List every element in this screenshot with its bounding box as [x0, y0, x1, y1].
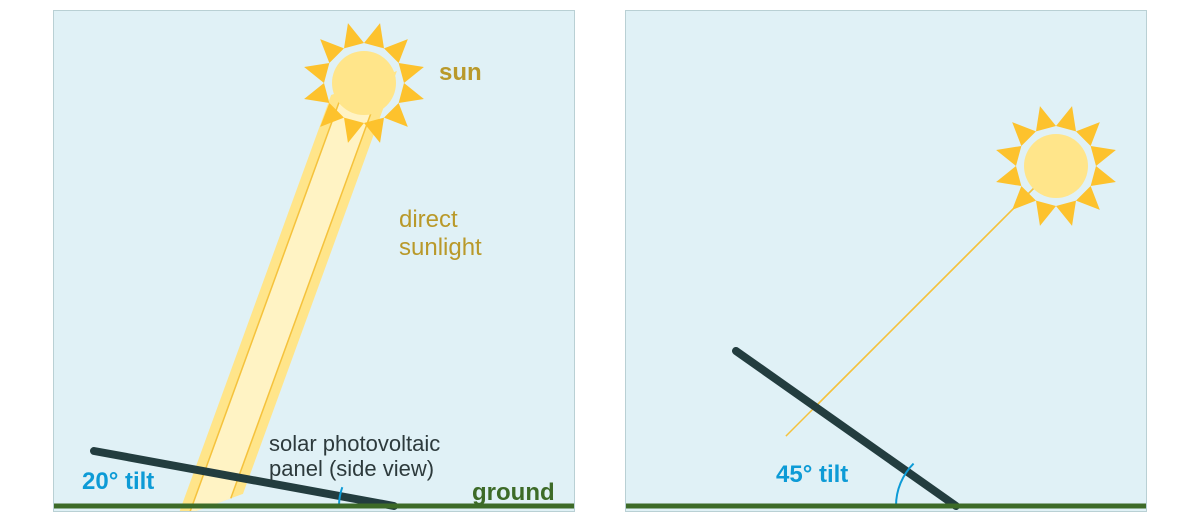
ground-label: ground [472, 479, 555, 507]
sunbeam-stripe-1 [786, 182, 1041, 437]
pv-panel-label: solar photovoltaic panel (side view) [269, 431, 440, 482]
sun-core [332, 51, 396, 115]
right-svg [626, 11, 1146, 511]
right-panel: 45° tilt [625, 10, 1147, 512]
left-panel: sun direct sunlight solar photovoltaic pan… [53, 10, 575, 512]
tilt-label: 45° tilt [776, 461, 848, 489]
direct-sunlight-label: direct sunlight [399, 206, 482, 261]
sun-core [1024, 134, 1088, 198]
tilt-label: 20° tilt [82, 468, 154, 496]
sun-label: sun [439, 59, 482, 87]
